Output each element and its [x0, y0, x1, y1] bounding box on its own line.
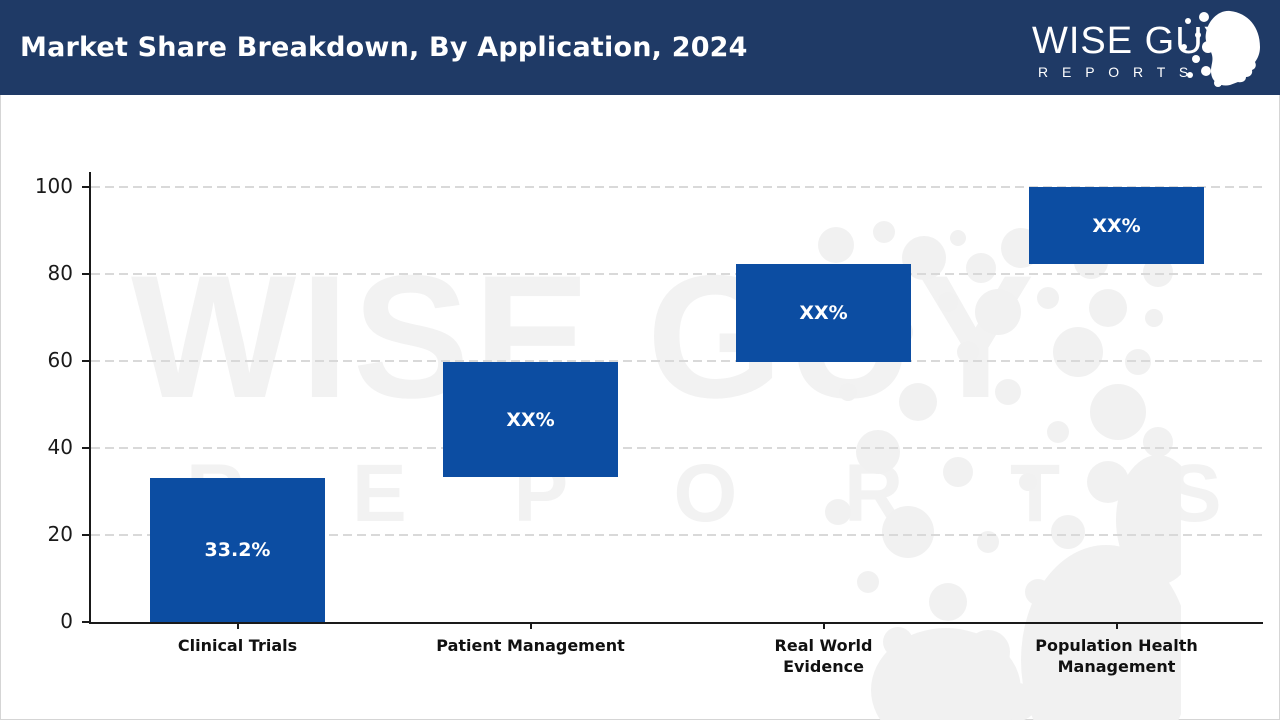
chart-canvas: WISE GUY R E P O R T S 0 20 40 60 80 100 33.2%…	[0, 95, 1280, 720]
bar-value-label: 33.2%	[204, 538, 271, 561]
chart-title: Market Share Breakdown, By Application, …	[20, 32, 748, 63]
y-tick-label: 0	[60, 609, 73, 633]
wise-guy-logo: WISE GUY R E P O R T S	[1032, 10, 1260, 87]
y-tick-label: 40	[47, 434, 73, 459]
x-tick-mark	[529, 622, 532, 629]
x-tick-mark	[822, 622, 825, 629]
x-category-label: Population Health Management	[1035, 636, 1198, 676]
watermark-dot	[917, 681, 939, 703]
logo-head-icon	[1181, 10, 1260, 87]
y-tick-label: 80	[47, 260, 73, 285]
x-category-label: Clinical Trials	[177, 636, 298, 655]
y-tick-mark	[82, 446, 89, 449]
x-category-label: Real World Evidence	[774, 636, 873, 676]
y-tick-label: 60	[47, 347, 73, 372]
y-tick-mark	[82, 621, 89, 623]
bar-value-label: XX%	[799, 301, 848, 324]
bar-segment: XX%	[442, 361, 619, 478]
y-tick-mark	[82, 359, 89, 362]
gridline	[91, 533, 1263, 536]
plot-area: 0 20 40 60 80 100 33.2% Clinical Trials XX% Patie…	[35, 172, 1263, 676]
y-tick-mark	[82, 533, 89, 536]
logo-subtext: R E P O R T S	[1038, 64, 1193, 80]
y-tick-mark	[82, 185, 89, 188]
y-tick-label: 100	[34, 173, 73, 198]
y-tick-mark	[82, 272, 89, 275]
gridline	[91, 272, 1263, 275]
bar-segment: XX%	[735, 264, 912, 362]
gridline	[91, 446, 1263, 449]
x-tick-mark	[236, 622, 239, 629]
logo-wordmark: WISE GUY	[1032, 20, 1230, 62]
bar-value-label: XX%	[506, 408, 555, 431]
watermark-dot	[999, 683, 1037, 720]
x-tick-mark	[1115, 622, 1118, 629]
bar-segment: 33.2%	[149, 477, 326, 622]
bar-segment: XX%	[1028, 186, 1205, 265]
gridline	[91, 185, 1263, 188]
watermark-dot	[1084, 678, 1132, 720]
header-band: Market Share Breakdown, By Application, …	[0, 0, 1280, 95]
bar-value-label: XX%	[1092, 214, 1141, 237]
gridline	[91, 359, 1263, 362]
y-tick-label: 20	[47, 521, 73, 546]
x-category-label: Patient Management	[436, 636, 625, 655]
